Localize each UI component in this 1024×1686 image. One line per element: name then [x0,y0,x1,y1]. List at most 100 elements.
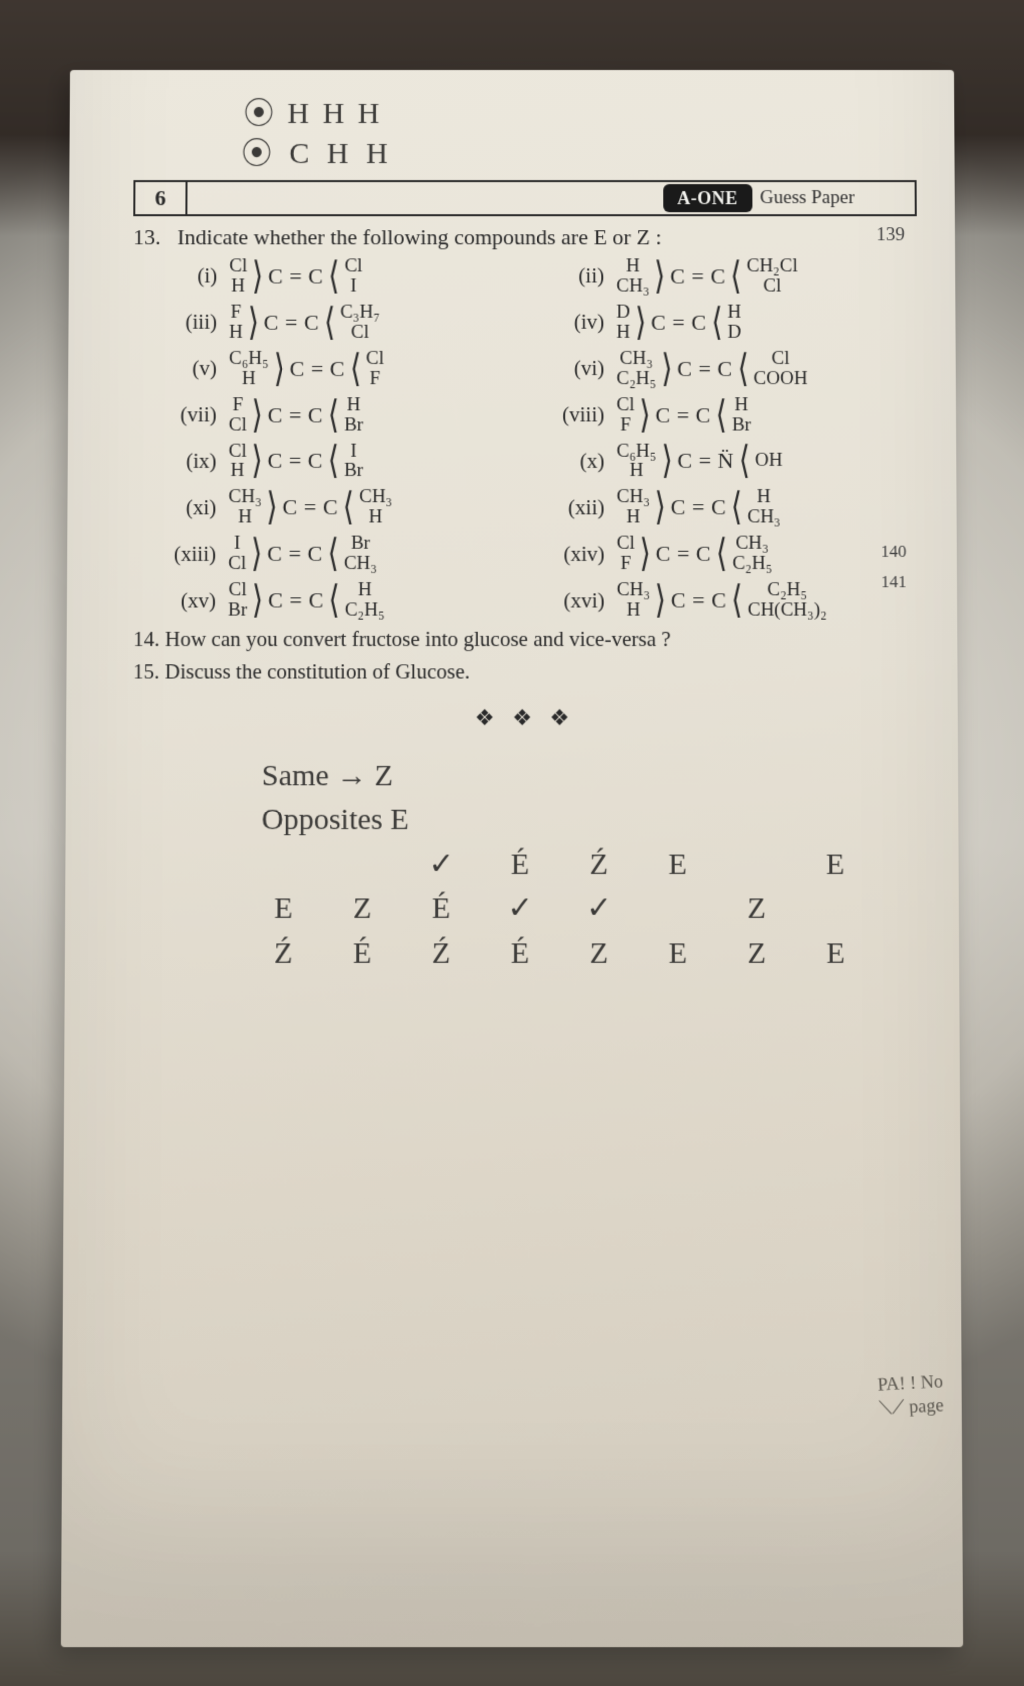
compound-structure: HCH₃⟩C = C⟨CH₂ClCl [614,256,800,296]
answers-row-1: ✓ÉŹEE [261,842,920,886]
compound-structure: ClBr⟩C = C⟨HC₂H₅ [226,580,387,620]
answer-letter [734,842,779,886]
answer-letter: Z [340,886,385,930]
compound-structure: C₆H₅H⟩C = N̈⟨OH [614,441,784,481]
compound-item: (ii) HCH₃⟩C = C⟨CH₂ClCl [550,256,917,296]
compound-item: (xiii) ICl⟩C = C⟨BrCH₃ [162,534,530,574]
answer-letter: Ź [419,931,464,975]
answer-letter [261,842,306,886]
compound-structure: CH₃C₂H₅⟩C = C⟨ClCOOH [614,349,809,389]
page-number-141: 141 [881,572,907,592]
answer-letter: Z [577,931,622,975]
question-14: 14. How can you convert fructose into gl… [133,625,919,654]
paper-page: ⦿ H H H ⦿ C H H 6 A-ONE Guess Paper 13. … [61,70,963,1647]
answer-letter [813,886,858,930]
compound-structure: DH⟩C = C⟨HD [614,302,743,342]
compound-item: (vi) CH₃C₂H₅⟩C = C⟨ClCOOH [550,349,918,389]
compound-structure: ClH⟩C = C⟨IBr [226,441,365,481]
compound-structure: CH₃H⟩C = C⟨C₂H₅CH(CH₃)₂ [615,580,829,620]
compound-structure: ClH⟩C = C⟨ClI [227,256,364,296]
answer-letter: ✓ [419,842,463,886]
question-15: 15. Discuss the constitution of Glucose. [133,658,919,687]
compound-item: (ix) ClH⟩C = C⟨IBr [162,441,530,481]
q14-number: 14. [133,627,160,651]
compound-item: (v) C₆H₅H⟩C = C⟨ClF [163,349,531,389]
compound-structure: CH₃H⟩C = C⟨HCH₃ [615,487,783,527]
answer-letter: Ź [577,842,622,886]
answer-letter: E [813,842,858,886]
compound-item: (viii) ClF⟩C = C⟨HBr [550,395,918,435]
answer-letter: É [419,886,464,930]
banner-spacer [187,182,663,214]
compound-label: (xiv) [550,541,604,566]
guess-paper-label: Guess Paper [760,182,915,214]
compound-label: (xiii) [162,541,216,566]
q14-text: How can you convert fructose into glucos… [165,627,671,651]
margin-scribble: PA! ! No ⟍⟋ page [877,1369,945,1419]
compound-label: (ix) [162,449,216,474]
note-rule-opposite: Opposites E [261,798,920,842]
compound-label: (vi) [550,356,604,381]
answer-letter: E [655,842,700,886]
question-13-line: 13. Indicate whether the following compo… [133,224,917,250]
compounds-grid: (i)ClH⟩C = C⟨ClI(ii)HCH₃⟩C = C⟨CH₂ClCl(i… [161,256,918,620]
compound-label: (xii) [550,495,604,520]
q15-number: 15. [133,660,160,684]
answer-letter [656,886,701,930]
compound-label: (i) [163,264,217,289]
compound-label: (xi) [162,495,216,520]
q15-text: Discuss the constitution of Glucose. [165,660,470,684]
student-notes: Same → Z Opposites E ✓ÉŹEE EZÉ✓✓Z ŹÉŹÉZE… [261,753,921,975]
compound-item: (xii) CH₃H⟩C = C⟨HCH₃ [550,487,918,527]
compound-label: (iii) [163,310,217,335]
compound-item: (xvi) CH₃H⟩C = C⟨C₂H₅CH(CH₃)₂ [550,580,919,620]
header-banner: 6 A-ONE Guess Paper [133,180,916,216]
compound-structure: FCl⟩C = C⟨HBr [227,395,366,435]
compound-item: (xv) ClBr⟩C = C⟨HC₂H₅ [161,580,530,620]
compound-item: (xi) CH₃H⟩C = C⟨CH₃H [162,487,530,527]
compound-label: (x) [550,449,604,474]
compound-label: (iv) [550,310,604,335]
note-rule-same: Same → Z [262,753,920,797]
handwritten-top-2: ⦿ C H H [242,128,917,172]
compound-structure: C₆H₅H⟩C = C⟨ClF [227,349,386,389]
compound-item: (vii) FCl⟩C = C⟨HBr [162,395,530,435]
chapter-number-box: 6 [135,182,187,214]
compound-label: (v) [163,356,217,381]
answer-letter: E [813,931,858,975]
compound-label: (viii) [550,402,604,427]
compound-structure: FH⟩C = C⟨C₃H₇Cl [227,302,382,342]
answers-row-2: EZÉ✓✓Z [261,886,920,930]
handwritten-top-1: ⦿ H H H [244,88,917,132]
compound-item: (iv) DH⟩C = C⟨HD [550,302,917,342]
compound-structure: ClF⟩C = C⟨CH₃C₂H₅ [615,534,775,574]
compound-item: (xiv) ClF⟩C = C⟨CH₃C₂H₅ [550,534,918,574]
compound-item: (x) C₆H₅H⟩C = N̈⟨OH [550,441,918,481]
answer-letter: Z [734,886,779,930]
answer-letter: É [498,842,542,886]
answers-row-3: ŹÉŹÉZEZE [261,931,921,975]
compound-structure: ClF⟩C = C⟨HBr [614,395,753,435]
compound-label: (ii) [550,264,604,289]
answer-letter: É [498,931,543,975]
compound-structure: CH₃H⟩C = C⟨CH₃H [226,487,394,527]
answer-letter: Ź [261,931,306,975]
compound-label: (xv) [162,588,216,613]
answer-letter: ✓ [577,886,622,930]
answer-letter: ✓ [498,886,542,930]
answer-letter [340,842,385,886]
q13-text: Indicate whether the following compounds… [177,224,661,250]
section-ornament: ❖ ❖ ❖ [131,705,920,731]
compound-item: (iii) FH⟩C = C⟨C₃H₇Cl [163,302,530,342]
page-number-139: 139 [876,224,905,246]
answer-letter: É [340,931,385,975]
compound-label: (vii) [162,402,216,427]
answer-letter: E [656,931,701,975]
q13-number: 13. [133,224,167,250]
a-one-badge: A-ONE [663,184,752,212]
compound-label: (xvi) [550,588,604,613]
answer-letter: E [261,886,306,930]
answer-letter: Z [734,931,779,975]
compound-item: (i) ClH⟩C = C⟨ClI [163,256,530,296]
compound-structure: ICl⟩C = C⟨BrCH₃ [226,534,379,574]
